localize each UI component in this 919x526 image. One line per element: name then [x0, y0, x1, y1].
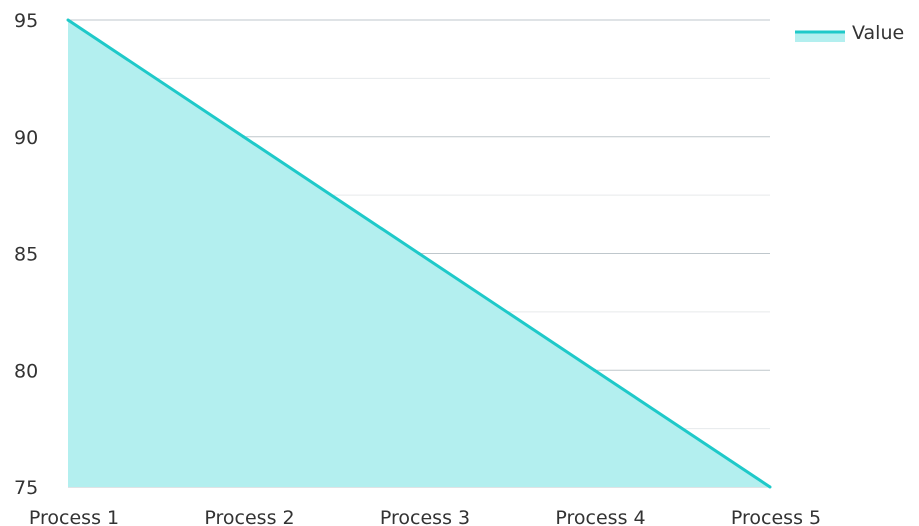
legend[interactable]: Value [795, 22, 904, 44]
y-tick-label: 90 [14, 127, 38, 149]
data-point-5 [768, 485, 772, 489]
legend-label-value: Value [852, 22, 904, 44]
data-points [66, 18, 772, 489]
x-tick-label: Process 2 [204, 507, 294, 526]
data-point-2 [242, 135, 245, 139]
x-tick-label: Process 3 [380, 507, 470, 526]
x-tick-label: Process 5 [731, 507, 821, 526]
x-tick-label: Process 4 [555, 507, 645, 526]
x-tick-label: Process 1 [29, 507, 119, 526]
y-axis: 75 80 85 90 95 [14, 10, 38, 499]
data-point-4 [593, 368, 596, 372]
y-tick-label: 95 [14, 10, 38, 32]
legend-swatch-fill [795, 32, 845, 42]
y-tick-label: 75 [14, 477, 38, 499]
x-axis: Process 1 Process 2 Process 3 Process 4 Proc… [29, 507, 821, 526]
data-point-3 [417, 252, 421, 255]
data-point-1 [66, 18, 70, 22]
y-tick-label: 80 [14, 360, 38, 382]
y-tick-label: 85 [14, 244, 38, 266]
